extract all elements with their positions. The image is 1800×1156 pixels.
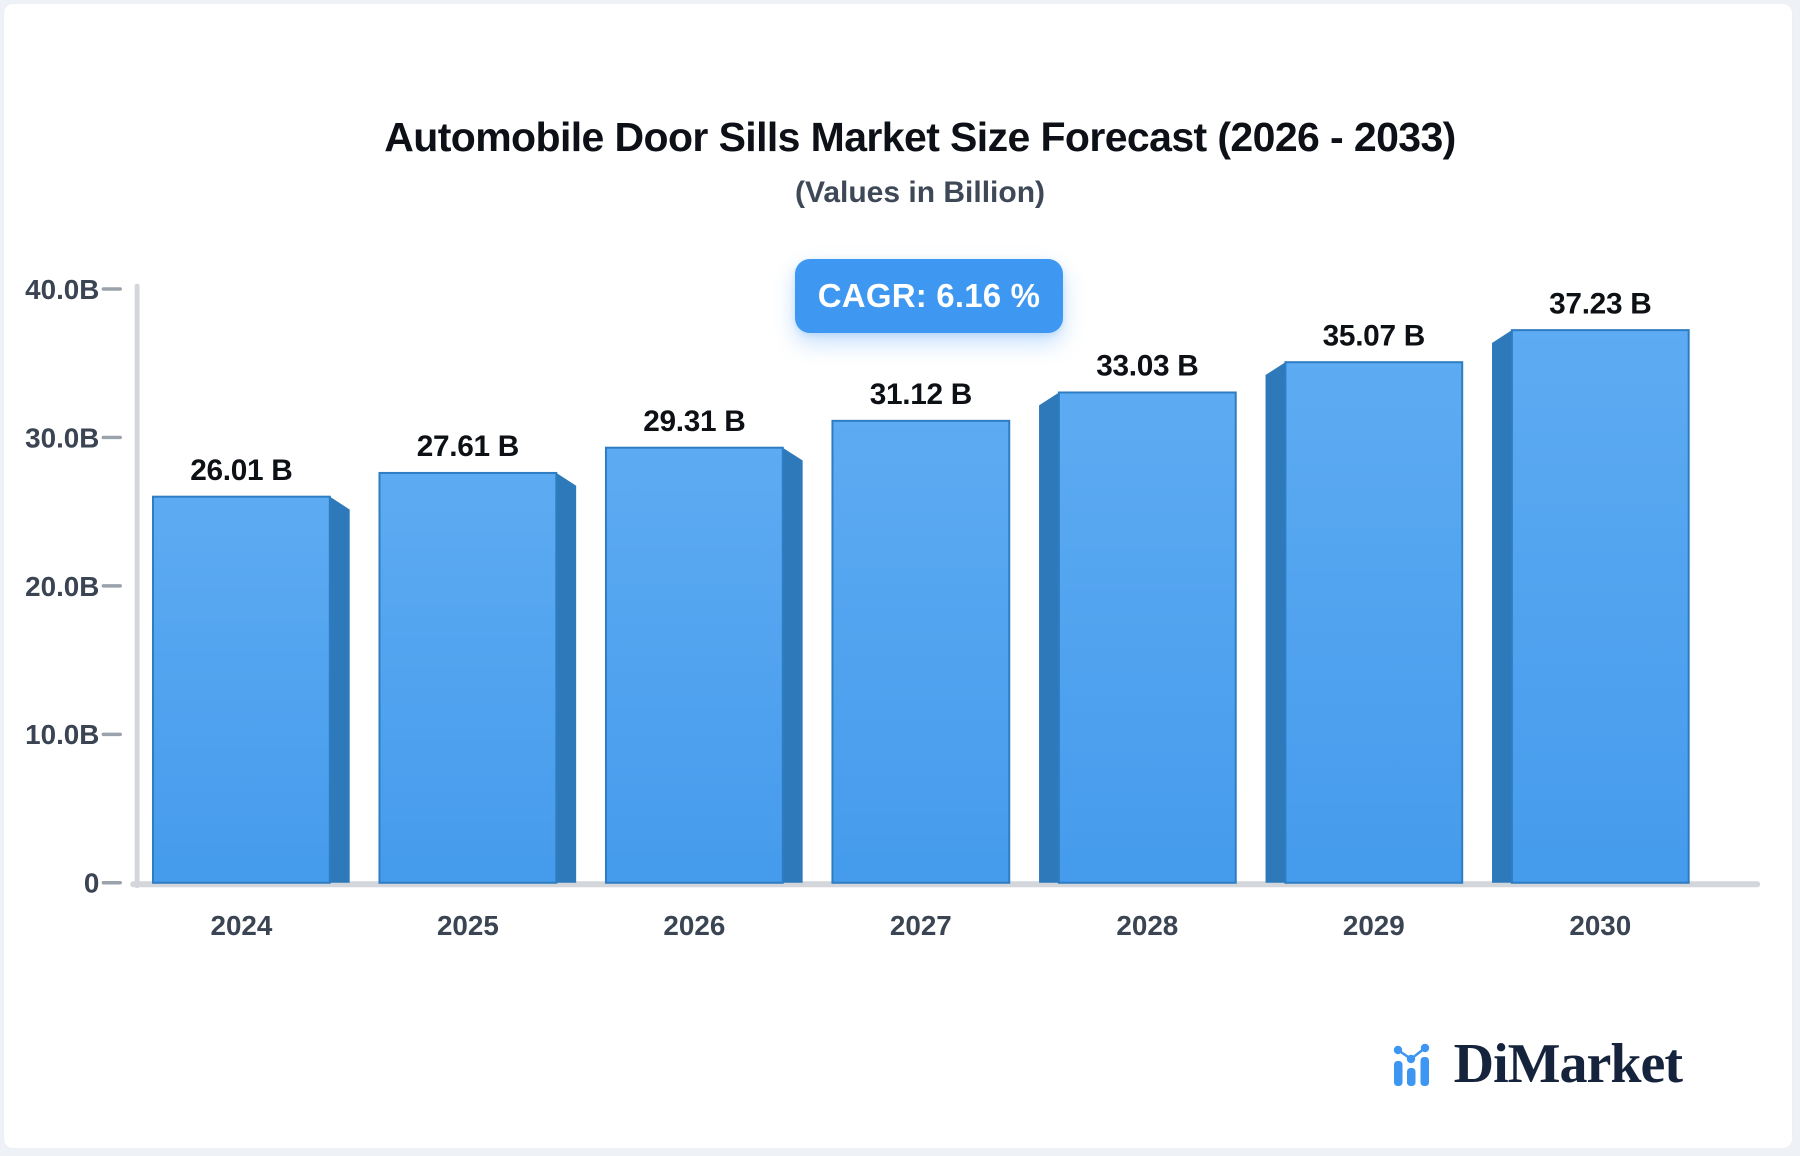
cagr-badge: CAGR: 6.16 %: [795, 259, 1063, 333]
logo-dot: [1420, 1043, 1429, 1053]
bar-2026: [604, 446, 803, 884]
bar-value-label: 33.03 B: [1096, 350, 1198, 383]
bar-2024: [152, 495, 350, 884]
bar-2029: [1265, 361, 1464, 884]
bar-value-label: 31.12 B: [870, 378, 972, 411]
bar-face: [152, 495, 331, 884]
y-tick-label: 10.0B: [25, 719, 99, 750]
bar-value-label: 37.23 B: [1549, 287, 1651, 320]
bar-face: [831, 419, 1011, 884]
y-tick-label: 30.0B: [25, 422, 99, 453]
logo-bar: [1393, 1061, 1403, 1086]
logo-bar: [1420, 1057, 1429, 1086]
bar-side: [329, 496, 350, 883]
bar-face: [378, 471, 558, 884]
x-tick-label: 2029: [1343, 910, 1405, 941]
logo-text: DiMarket: [1453, 1033, 1683, 1095]
y-tick-label: 40.0B: [25, 274, 99, 305]
bar-2028: [1039, 391, 1237, 884]
bar-side: [1039, 392, 1059, 883]
bar-side: [782, 447, 803, 883]
bar-value-label: 35.07 B: [1323, 319, 1425, 352]
bar-face: [604, 446, 784, 884]
bar-2025: [378, 471, 577, 884]
bar-chart-logo-icon: [1393, 1043, 1429, 1086]
bar-side: [556, 472, 577, 883]
logo-dot: [1393, 1045, 1402, 1055]
bar-face: [1057, 391, 1237, 884]
bar-side: [1265, 362, 1286, 883]
x-tick-label: 2027: [890, 910, 952, 941]
bar-face: [1510, 329, 1690, 884]
bar-value-label: 26.01 B: [190, 454, 292, 487]
y-tick-label: 0: [84, 868, 99, 899]
x-tick-label: 2030: [1569, 910, 1631, 941]
y-tick-label: 20.0B: [25, 571, 99, 602]
bar-value-label: 29.31 B: [643, 405, 745, 438]
chart-card: 0 10.0B 20.0B 30.0B 40.0B 26.01 B 2024 27.61 B 2…: [3, 3, 1793, 1149]
chart-subtitle: (Values in Billion): [794, 176, 1046, 209]
bar-chart: 0 10.0B 20.0B 30.0B 40.0B 26.01 B 2024 27.61 B 2…: [25, 274, 1761, 941]
bar-face: [1284, 361, 1464, 884]
dimarket-logo: DiMarket: [1391, 1028, 1683, 1100]
logo-dot: [1406, 1054, 1415, 1064]
x-tick-label: 2026: [663, 910, 725, 941]
logo-bar: [1406, 1068, 1416, 1086]
bar-2027: [831, 419, 1011, 884]
bar-side: [1492, 330, 1512, 883]
x-tick-label: 2028: [1116, 910, 1178, 941]
x-tick-label: 2025: [437, 910, 499, 941]
x-tick-label: 2024: [210, 910, 272, 941]
bar-value-label: 27.61 B: [417, 430, 519, 463]
cagr-badge-label: CAGR: 6.16 %: [817, 277, 1041, 314]
bar-2030: [1492, 329, 1690, 884]
chart-title: Automobile Door Sills Market Size Foreca…: [384, 114, 1456, 160]
